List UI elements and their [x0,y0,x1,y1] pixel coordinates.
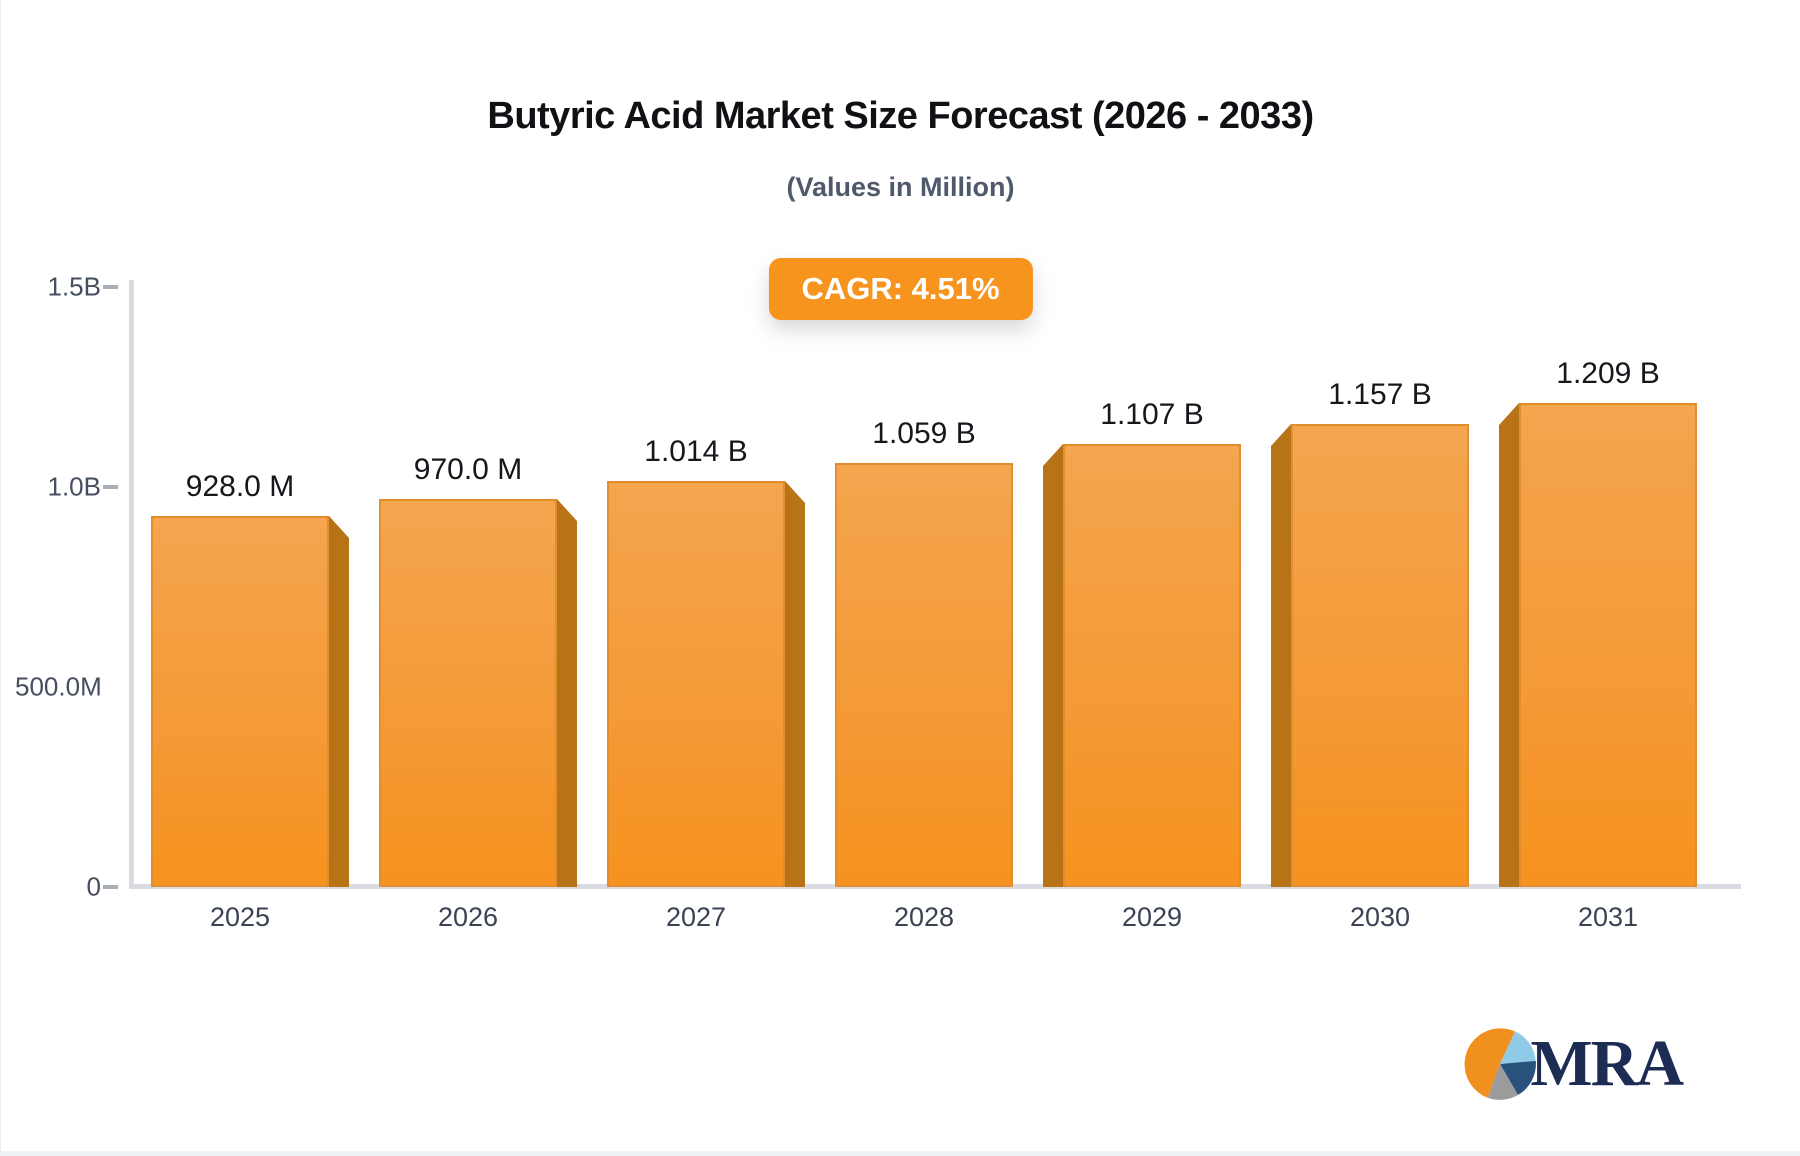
y-tick-dash [103,485,118,489]
y-tick-label: 1.5B [47,271,102,302]
bar-face-2031 [1519,403,1697,887]
cagr-badge: CAGR: 4.51% [768,258,1033,320]
bar-face-2025 [151,516,329,887]
x-axis-label-2029: 2029 [1121,902,1183,932]
bar-side-face-2025 [329,516,349,887]
y-tick-label: 500.0M [15,671,102,702]
bar-face-2028 [835,463,1013,887]
bar-side-face-2030 [1271,424,1291,887]
bar-face-2026 [379,499,557,887]
y-tick-label: 1.0B [47,471,102,502]
bar-value-label: 1.157 B [1328,378,1432,411]
bar-value-label: 1.209 B [1556,357,1660,390]
page-title: Butyric Acid Market Size Forecast (2026 … [487,95,1314,137]
bar-value-label: 970.0 M [413,453,523,486]
x-axis-label-2030: 2030 [1349,902,1411,932]
y-tick-label: 0 [86,871,101,902]
pie-chart-icon [1462,1026,1538,1102]
bar-side-face-2029 [1043,444,1063,887]
x-axis-label-2027: 2027 [665,902,727,932]
bar-side-face-2027 [785,481,805,887]
bar-face-2027 [607,481,785,887]
bar-value-label: 1.014 B [644,435,748,468]
x-axis-label-2031: 2031 [1577,902,1639,932]
brand-text: MRA [1530,1027,1684,1100]
x-axis-label-2028: 2028 [893,902,955,932]
y-tick-dash [103,285,118,289]
bar-side-face-2026 [557,499,577,887]
bar-value-label: 1.107 B [1100,398,1204,431]
bar-face-2030 [1291,424,1469,887]
bar-face-2029 [1063,444,1241,887]
x-axis-label-2026: 2026 [437,902,499,932]
bar-value-label: 1.059 B [872,417,976,450]
y-tick-dash [103,885,118,889]
bar-side-face-2031 [1499,403,1519,887]
bar-value-label: 928.0 M [185,470,295,503]
page-bottom-edge [1,1151,1800,1156]
x-axis-label-2025: 2025 [209,902,271,932]
page-subtitle: (Values in Million) [786,172,1015,202]
y-axis-line [129,280,134,888]
brand-logo: MRA [1462,1026,1684,1102]
